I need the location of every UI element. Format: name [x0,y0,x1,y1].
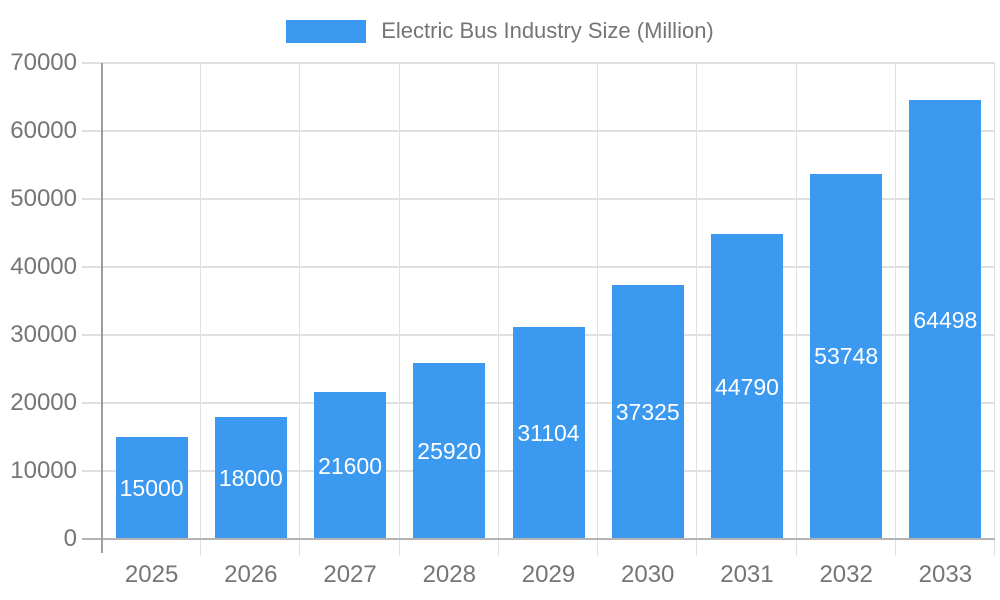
x-axis-label: 2026 [224,561,278,588]
bar-value-label: 21600 [318,452,383,479]
bar-value-label: 64498 [913,306,978,333]
y-axis-label: 0 [63,525,77,552]
h-gridline [102,62,995,64]
legend-swatch [286,19,367,43]
bar-2029[interactable] [512,327,585,538]
y-axis-tick [82,470,102,472]
bar-value-label: 25920 [417,437,482,464]
x-axis-label: 2031 [720,561,774,588]
bar-2033[interactable] [909,100,982,538]
legend: Electric Bus Industry Size (Million) [0,18,1000,44]
v-gridline [696,63,698,556]
x-axis-label: 2029 [521,561,576,588]
y-axis-label: 60000 [10,117,77,144]
y-axis-label: 30000 [10,321,77,348]
v-gridline [994,63,995,556]
v-gridline [497,63,499,556]
bar-2027[interactable] [314,392,387,538]
x-axis-baseline [82,538,995,540]
y-axis-tick [82,334,102,336]
v-gridline [299,63,301,556]
bar-value-label: 53748 [814,343,879,370]
h-gridline [102,266,995,268]
x-axis-label: 2033 [918,561,973,588]
v-gridline [795,63,797,556]
bar-2026[interactable] [214,416,287,538]
y-axis-label: 10000 [10,457,77,484]
x-axis-label: 2027 [323,561,377,588]
y-axis-label: 50000 [10,185,77,212]
bar-2025[interactable] [115,437,188,538]
bar-value-label: 31104 [517,420,580,447]
bar-value-label: 18000 [218,464,283,491]
h-gridline [102,198,995,200]
y-axis-line [101,63,103,553]
y-axis-tick [82,266,102,268]
legend-item[interactable]: Electric Bus Industry Size (Million) [286,18,714,44]
x-axis-label: 2030 [621,561,675,588]
v-gridline [894,63,896,556]
y-axis-tick [82,62,102,64]
bar-value-label: 44790 [714,373,779,400]
v-gridline [597,63,599,556]
bar-2031[interactable] [710,234,783,538]
x-axis-label: 2032 [819,561,873,588]
y-axis-tick [82,402,102,404]
bar-value-label: 37325 [615,399,680,426]
y-axis-tick [82,198,102,200]
v-gridline [200,63,202,556]
y-axis-label: 70000 [10,49,77,76]
legend-label: Electric Bus Industry Size (Million) [381,18,714,43]
bar-2028[interactable] [413,362,486,538]
x-axis-label: 2025 [124,561,179,588]
plot-area: 15000 18000 21600 25920 31104 37325 44790 53748… [82,62,995,556]
bar-value-label: 15000 [119,475,184,501]
h-gridline [102,130,995,132]
bar-2032[interactable] [810,173,883,538]
bar-2030[interactable] [611,285,684,538]
y-axis-label: 20000 [10,389,77,416]
x-axis-label: 2028 [422,561,476,588]
v-gridline [398,63,400,556]
y-axis-label: 40000 [10,253,77,280]
y-axis-tick [82,130,102,132]
